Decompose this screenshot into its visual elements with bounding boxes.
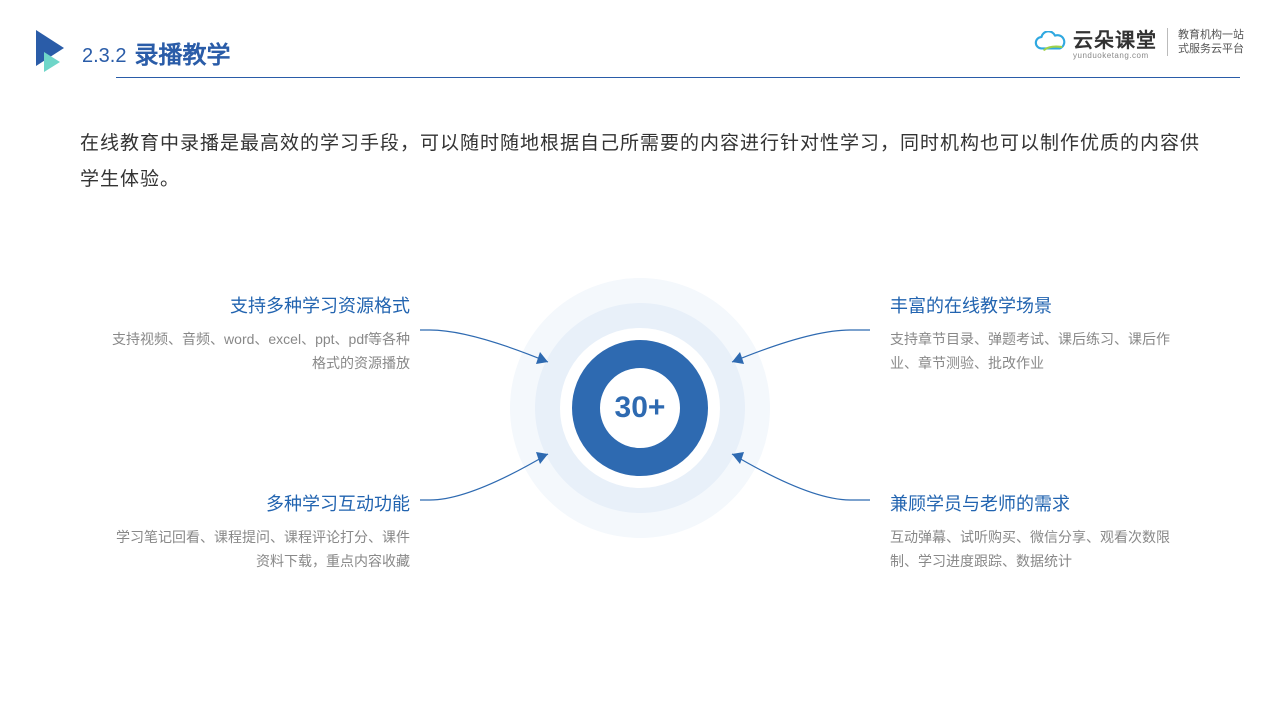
feature-bl-desc: 学习笔记回看、课程提问、课程评论打分、课件资料下载，重点内容收藏: [110, 526, 410, 574]
section-title: 录播教学: [134, 35, 230, 72]
tagline-line2: 式服务云平台: [1178, 42, 1244, 56]
feature-top-left: 支持多种学习资源格式 支持视频、音频、word、excel、ppt、pdf等各种…: [110, 292, 410, 376]
brand-domain: yunduoketang.com: [1073, 51, 1157, 60]
brand-name: 云朵课堂: [1073, 24, 1157, 53]
brand-logo: 云朵课堂 yunduoketang.com 教育机构一站 式服务云平台: [1033, 24, 1244, 60]
center-circle: 30+: [510, 278, 770, 538]
cloud-icon: [1033, 31, 1067, 53]
tagline-line1: 教育机构一站: [1178, 28, 1244, 42]
title-underline: [116, 77, 1240, 78]
feature-br-title: 兼顾学员与老师的需求: [890, 490, 1190, 516]
play-triangle-icon: [36, 30, 64, 66]
logo-divider: [1167, 28, 1168, 56]
feature-tl-desc: 支持视频、音频、word、excel、ppt、pdf等各种格式的资源播放: [110, 328, 410, 376]
feature-br-desc: 互动弹幕、试听购买、微信分享、观看次数限制、学习进度跟踪、数据统计: [890, 526, 1190, 574]
brand-tagline: 教育机构一站 式服务云平台: [1178, 28, 1244, 57]
section-number: 2.3.2: [82, 45, 126, 72]
feature-top-right: 丰富的在线教学场景 支持章节目录、弹题考试、课后练习、课后作业、章节测验、批改作…: [890, 292, 1190, 376]
feature-tl-title: 支持多种学习资源格式: [110, 292, 410, 318]
logo-text-block: 云朵课堂 yunduoketang.com: [1073, 24, 1157, 60]
center-label: 30+: [510, 278, 770, 538]
feature-bottom-left: 多种学习互动功能 学习笔记回看、课程提问、课程评论打分、课件资料下载，重点内容收…: [110, 490, 410, 574]
feature-bottom-right: 兼顾学员与老师的需求 互动弹幕、试听购买、微信分享、观看次数限制、学习进度跟踪、…: [890, 490, 1190, 574]
feature-tr-desc: 支持章节目录、弹题考试、课后练习、课后作业、章节测验、批改作业: [890, 328, 1190, 376]
feature-tr-title: 丰富的在线教学场景: [890, 292, 1190, 318]
feature-bl-title: 多种学习互动功能: [110, 490, 410, 516]
intro-paragraph: 在线教育中录播是最高效的学习手段，可以随时随地根据自己所需要的内容进行针对性学习…: [80, 126, 1200, 198]
